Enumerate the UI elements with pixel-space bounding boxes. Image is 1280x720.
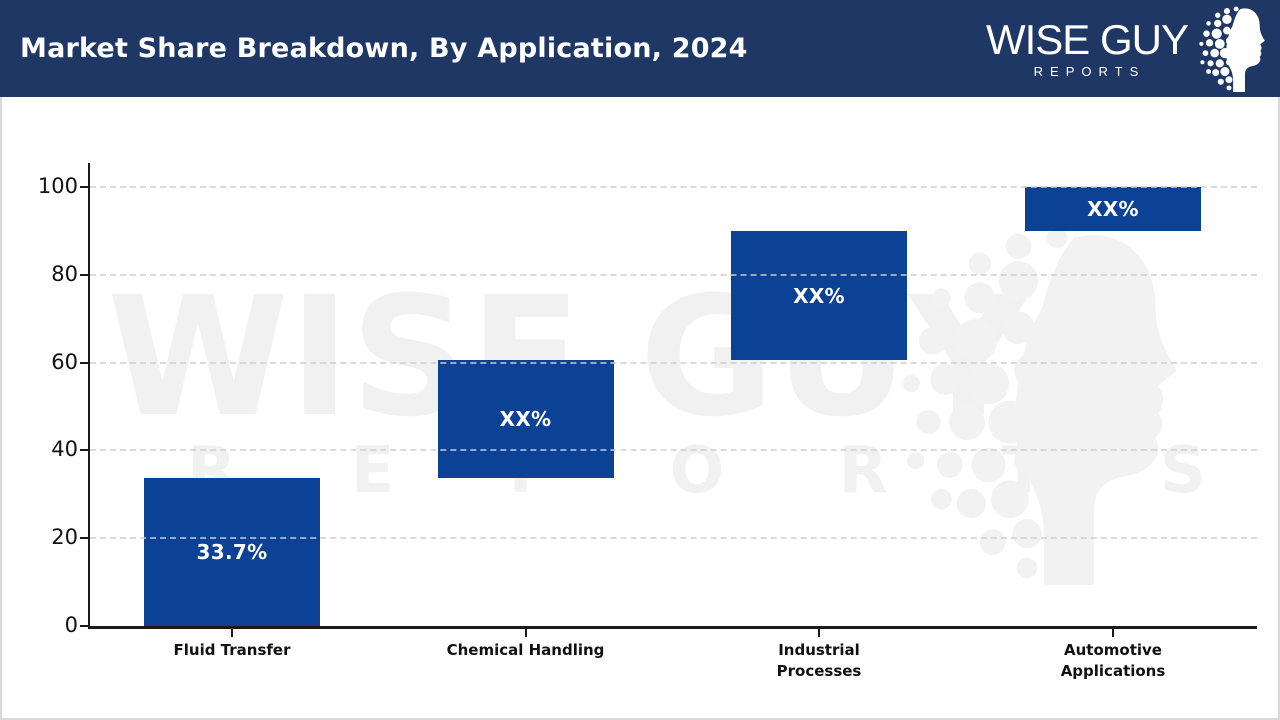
bar-value-label: 33.7% <box>196 540 268 565</box>
x-axis-tick <box>524 629 527 637</box>
page-title: Market Share Breakdown, By Application, … <box>20 33 748 64</box>
logo-brand-sub: REPORTS <box>1033 63 1146 79</box>
y-axis-tick <box>80 361 88 364</box>
y-axis-tick-label: 0 <box>64 613 78 637</box>
y-axis-tick <box>80 537 88 540</box>
x-axis-tick <box>231 629 233 637</box>
y-axis-tick <box>80 449 88 452</box>
y-axis-tick <box>80 186 88 188</box>
bar-industrial-processes: XX% <box>731 230 907 361</box>
x-axis-category-label: Automotive Applications <box>1060 641 1166 680</box>
y-gridline <box>90 449 1257 452</box>
logo-face-icon <box>1199 6 1265 92</box>
x-axis-category-label: Chemical Handling <box>446 641 605 659</box>
y-axis-tick-label: 60 <box>51 349 78 374</box>
logo-brand-name: WISE GUY <box>985 15 1189 63</box>
bar-chemical-handling: XX% <box>437 360 614 479</box>
y-axis-tick-label: 40 <box>51 437 78 462</box>
wise-guy-logo: WISE GUY REPORTS <box>986 6 1266 92</box>
x-axis-line <box>88 626 1257 629</box>
y-axis-tick <box>80 625 88 627</box>
bar-fluid-transfer: 33.7% <box>144 478 320 626</box>
logo-text: WISE GUY REPORTS <box>985 15 1189 79</box>
y-axis-line <box>88 163 90 628</box>
y-gridline <box>90 273 1257 276</box>
x-axis-tick <box>818 629 820 637</box>
x-axis-category-label: Fluid Transfer <box>173 641 291 659</box>
y-gridline <box>90 537 1257 540</box>
x-axis-tick <box>1112 629 1114 637</box>
bar-automotive-applications: XX% <box>1025 187 1201 231</box>
bar-value-label: XX% <box>1087 196 1139 221</box>
y-axis-tick-label: 20 <box>51 525 78 550</box>
y-axis-tick <box>80 273 88 276</box>
header: Market Share Breakdown, By Application, … <box>0 0 1280 97</box>
y-axis-tick-label: 80 <box>51 261 78 286</box>
bar-value-label: XX% <box>499 407 552 432</box>
y-gridline <box>90 186 1257 188</box>
bar-value-label: XX% <box>793 283 845 308</box>
y-gridline <box>90 361 1257 364</box>
chart-canvas: WISE GUY R E P O R T S 0 20 40 60 80 100 Fluid… <box>0 97 1280 720</box>
x-axis-category-label: Industrial Processes <box>776 641 862 680</box>
y-axis-tick-label: 100 <box>37 174 78 198</box>
